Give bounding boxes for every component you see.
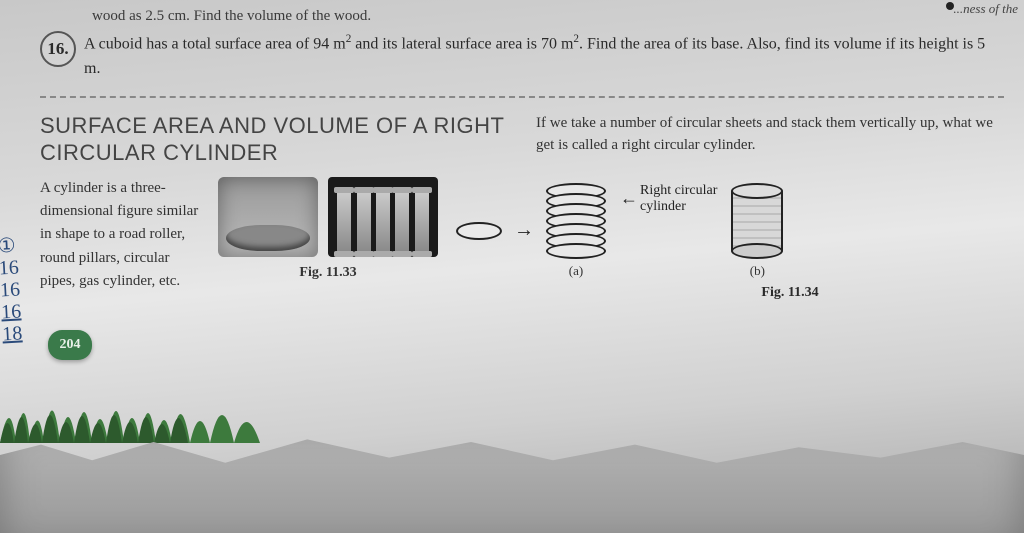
label-line2: cylinder bbox=[640, 199, 686, 214]
hw-5: 18 bbox=[2, 322, 23, 345]
pillar-icon bbox=[415, 191, 429, 253]
page-curl-text: ...ness of the bbox=[947, 0, 1024, 18]
arrow-left-icon: ← bbox=[620, 188, 638, 209]
figure-11-34: → (a) bbox=[456, 177, 1004, 301]
q-part2: and its lateral surface area is 70 m bbox=[351, 35, 573, 52]
page-number-badge: 204 bbox=[48, 330, 92, 360]
section-intro: If we take a number of circular sheets a… bbox=[536, 112, 1004, 157]
right-circular-label: ← Right circular cylinder bbox=[620, 183, 717, 215]
hw-1: ① bbox=[0, 235, 18, 258]
question-16: 16. A cuboid has a total surface area of… bbox=[40, 31, 1004, 82]
question-text: A cuboid has a total surface area of 94 … bbox=[84, 31, 1004, 82]
section-divider bbox=[40, 96, 1004, 98]
section-title: SURFACE AREA AND VOLUME OF A RIGHT CIRCU… bbox=[40, 112, 522, 167]
road-roller-illustration bbox=[218, 177, 318, 257]
pillar-icon bbox=[357, 191, 371, 253]
page-tear-edge bbox=[0, 403, 1024, 533]
pillar-icon bbox=[376, 191, 390, 253]
disc-icon bbox=[456, 222, 502, 240]
arrow-right-icon: → bbox=[514, 219, 534, 242]
grass-decoration bbox=[0, 373, 260, 443]
pillar-icon bbox=[337, 191, 351, 253]
previous-question-fragment: wood as 2.5 cm. Find the volume of the w… bbox=[40, 8, 1004, 25]
solid-cylinder-icon bbox=[731, 183, 783, 259]
hw-2: 16 bbox=[0, 257, 19, 280]
hw-4: 16 bbox=[1, 300, 22, 323]
hw-3: 16 bbox=[0, 278, 21, 301]
cylinder-definition: A cylinder is a three-dimensional figure… bbox=[40, 177, 200, 293]
sub-label-b: (b) bbox=[731, 263, 783, 279]
stacked-discs-icon bbox=[546, 183, 606, 259]
figure-caption-2: Fig. 11.34 bbox=[576, 285, 1004, 301]
label-line1: Right circular bbox=[640, 183, 717, 198]
pillars-illustration bbox=[328, 177, 438, 257]
q-part1: A cuboid has a total surface area of 94 … bbox=[84, 35, 346, 52]
figure-11-33: Fig. 11.33 bbox=[218, 177, 438, 281]
pillar-icon bbox=[395, 191, 409, 253]
stack-diagram-a: → (a) bbox=[456, 183, 606, 279]
cylinder-b: (b) bbox=[731, 183, 783, 279]
question-number-badge: 16. bbox=[40, 31, 76, 67]
sub-label-a: (a) bbox=[546, 263, 606, 279]
figure-caption-1: Fig. 11.33 bbox=[218, 265, 438, 281]
